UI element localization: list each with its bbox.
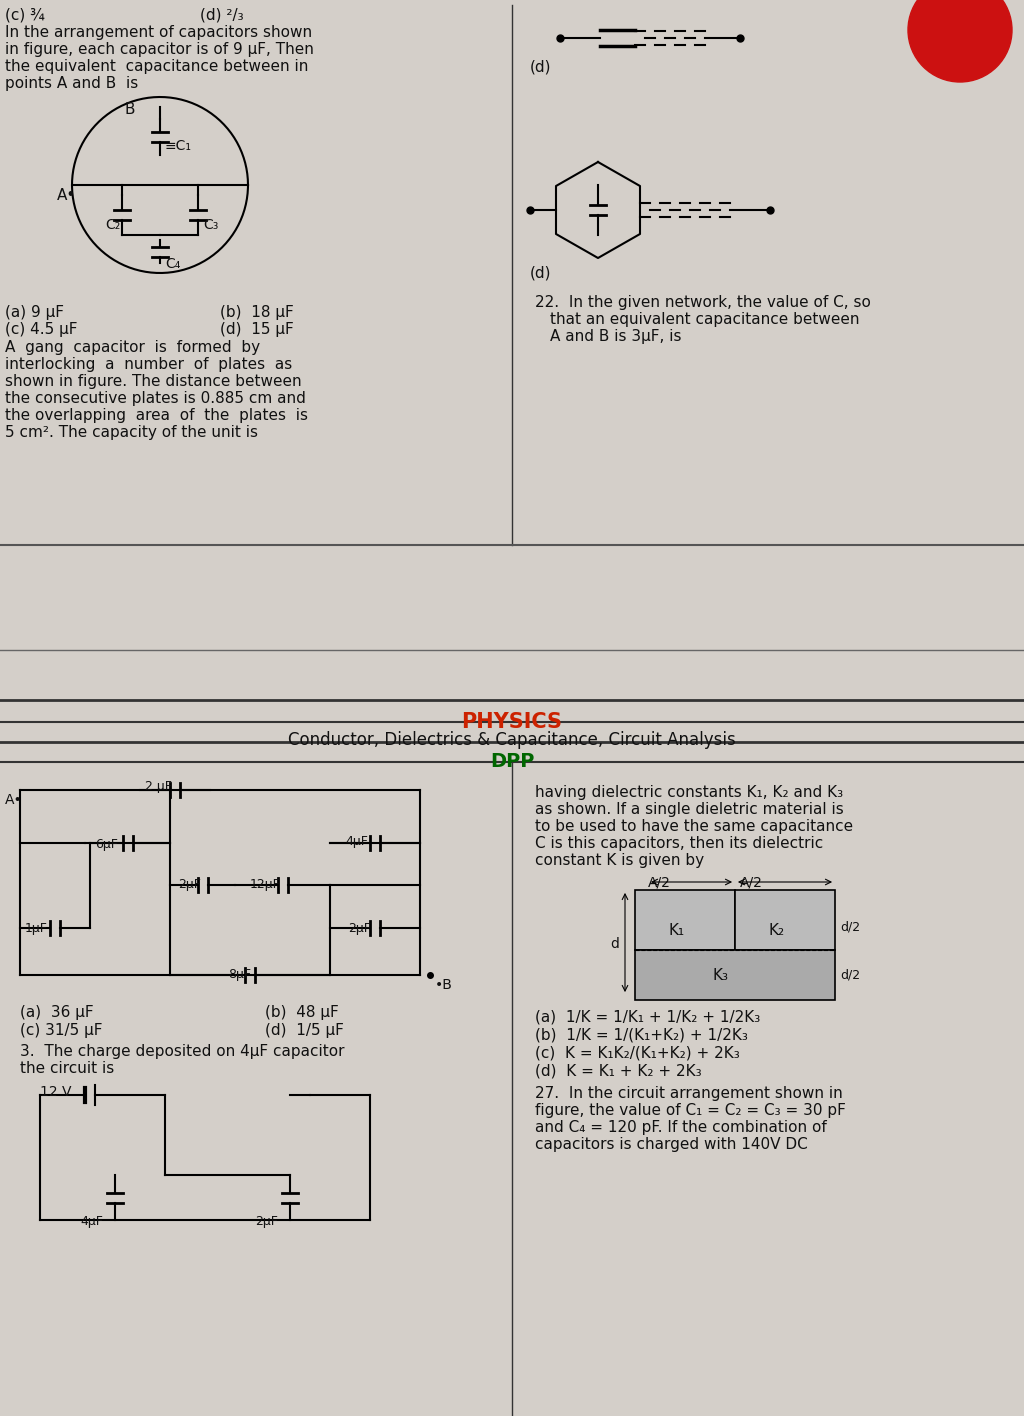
Text: having dielectric constants K₁, K₂ and K₃: having dielectric constants K₁, K₂ and K…	[535, 784, 843, 800]
Text: A/2: A/2	[740, 875, 763, 889]
Text: 4μF: 4μF	[345, 835, 368, 848]
Text: (c) 31/5 μF: (c) 31/5 μF	[20, 1022, 102, 1038]
Text: A/2: A/2	[648, 875, 671, 889]
Text: C is this capacitors, then its dielectric: C is this capacitors, then its dielectri…	[535, 835, 823, 851]
Text: the consecutive plates is 0.885 cm and: the consecutive plates is 0.885 cm and	[5, 391, 306, 406]
Text: shown in figure. The distance between: shown in figure. The distance between	[5, 374, 302, 389]
Text: (b)  1/K = 1/(K₁+K₂) + 1/2K₃: (b) 1/K = 1/(K₁+K₂) + 1/2K₃	[535, 1028, 748, 1044]
Text: (b)  18 μF: (b) 18 μF	[220, 304, 294, 320]
Text: interlocking  a  number  of  plates  as: interlocking a number of plates as	[5, 357, 292, 372]
Text: constant K is given by: constant K is given by	[535, 852, 705, 868]
Text: A•: A•	[57, 188, 76, 202]
Text: (a) 9 μF: (a) 9 μF	[5, 304, 63, 320]
Text: figure, the value of C₁ = C₂ = C₃ = 30 pF: figure, the value of C₁ = C₂ = C₃ = 30 p…	[535, 1103, 846, 1119]
Text: 22.  In the given network, the value of C, so: 22. In the given network, the value of C…	[535, 295, 870, 310]
Text: (d) ²/₃: (d) ²/₃	[200, 8, 244, 23]
Text: C₂: C₂	[105, 218, 120, 232]
Text: A  gang  capacitor  is  formed  by: A gang capacitor is formed by	[5, 340, 260, 355]
Text: ≡C₁: ≡C₁	[165, 139, 193, 153]
Text: the overlapping  area  of  the  plates  is: the overlapping area of the plates is	[5, 408, 308, 423]
Text: as shown. If a single dieletric material is: as shown. If a single dieletric material…	[535, 801, 844, 817]
Text: d/2: d/2	[840, 969, 860, 981]
Text: 5 cm². The capacity of the unit is: 5 cm². The capacity of the unit is	[5, 425, 258, 440]
Text: (d)  15 μF: (d) 15 μF	[220, 321, 294, 337]
Text: F₄: F₄	[940, 11, 962, 31]
Text: that an equivalent capacitance between: that an equivalent capacitance between	[550, 312, 859, 327]
Text: K₃: K₃	[712, 969, 728, 983]
Text: Conductor, Dielectrics & Capacitance, Circuit Analysis: Conductor, Dielectrics & Capacitance, Ci…	[288, 731, 736, 749]
Text: A and B is 3μF, is: A and B is 3μF, is	[550, 329, 682, 344]
Text: 2μF: 2μF	[255, 1215, 278, 1228]
Text: In the arrangement of capacitors shown: In the arrangement of capacitors shown	[5, 25, 312, 40]
Text: 12μF: 12μF	[250, 878, 281, 891]
Text: 2 μF: 2 μF	[145, 780, 172, 793]
Text: 1μF: 1μF	[25, 922, 48, 935]
Text: (a)  1/K = 1/K₁ + 1/K₂ + 1/2K₃: (a) 1/K = 1/K₁ + 1/K₂ + 1/2K₃	[535, 1010, 760, 1025]
Text: 6μF: 6μF	[95, 838, 118, 851]
Circle shape	[908, 0, 1012, 82]
Text: (c)  K = K₁K₂/(K₁+K₂) + 2K₃: (c) K = K₁K₂/(K₁+K₂) + 2K₃	[535, 1046, 739, 1061]
Text: points A and B  is: points A and B is	[5, 76, 138, 91]
Text: B: B	[125, 102, 135, 118]
Text: 12 V: 12 V	[40, 1085, 72, 1099]
Text: d/2: d/2	[840, 920, 860, 933]
Text: 8μF: 8μF	[228, 969, 251, 981]
Text: 27.  In the circuit arrangement shown in: 27. In the circuit arrangement shown in	[535, 1086, 843, 1102]
Text: capacitors is charged with 140V DC: capacitors is charged with 140V DC	[535, 1137, 808, 1153]
Text: (d)  K = K₁ + K₂ + 2K₃: (d) K = K₁ + K₂ + 2K₃	[535, 1063, 701, 1079]
Bar	[735, 891, 835, 950]
Text: (c) ¾: (c) ¾	[5, 8, 45, 23]
Text: and C₄ = 120 pF. If the combination of: and C₄ = 120 pF. If the combination of	[535, 1120, 826, 1136]
Text: (d)  1/5 μF: (d) 1/5 μF	[265, 1022, 344, 1038]
Text: •B: •B	[435, 978, 453, 993]
Text: PHYSICS: PHYSICS	[462, 712, 562, 732]
Text: (d): (d)	[530, 59, 552, 75]
Text: A•: A•	[5, 793, 23, 807]
Text: 2μF: 2μF	[178, 878, 201, 891]
Bar	[635, 891, 735, 950]
Text: K₁: K₁	[668, 923, 684, 937]
Text: K₂: K₂	[768, 923, 784, 937]
Text: (d): (d)	[530, 265, 552, 280]
Text: C₃: C₃	[203, 218, 218, 232]
Text: (a)  36 μF: (a) 36 μF	[20, 1005, 93, 1020]
Text: (b)  48 μF: (b) 48 μF	[265, 1005, 339, 1020]
Text: DPP: DPP	[489, 752, 535, 770]
Text: the equivalent  capacitance between in: the equivalent capacitance between in	[5, 59, 308, 74]
Text: 2μF: 2μF	[348, 922, 371, 935]
Text: J: J	[940, 30, 947, 50]
Bar	[635, 950, 835, 1000]
Text: d: d	[610, 937, 618, 952]
Text: 4μF: 4μF	[80, 1215, 102, 1228]
Text: to be used to have the same capacitance: to be used to have the same capacitance	[535, 818, 853, 834]
Text: (c) 4.5 μF: (c) 4.5 μF	[5, 321, 78, 337]
Text: the circuit is: the circuit is	[20, 1061, 115, 1076]
Text: in figure, each capacitor is of 9 μF, Then: in figure, each capacitor is of 9 μF, Th…	[5, 42, 314, 57]
Text: 3.  The charge deposited on 4μF capacitor: 3. The charge deposited on 4μF capacitor	[20, 1044, 344, 1059]
Text: C₄: C₄	[165, 256, 180, 270]
